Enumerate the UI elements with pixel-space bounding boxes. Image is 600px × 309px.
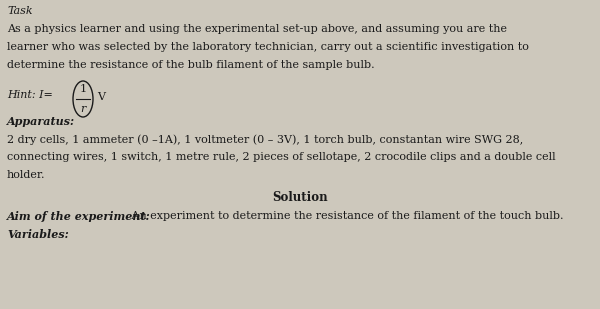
Text: Aim of the experiment: An experiment to determine the resistance of the filament: Aim of the experiment: An experiment to … — [7, 211, 572, 221]
Text: connecting wires, 1 switch, 1 metre rule, 2 pieces of sellotape, 2 crocodile cli: connecting wires, 1 switch, 1 metre rule… — [7, 152, 556, 162]
Text: 1: 1 — [79, 84, 86, 94]
Text: An experiment to determine the resistance of the filament of the touch bulb.: An experiment to determine the resistanc… — [128, 211, 563, 221]
Text: determine the resistance of the bulb filament of the sample bulb.: determine the resistance of the bulb fil… — [7, 60, 374, 70]
Text: Hint: I=: Hint: I= — [7, 90, 53, 100]
Text: Apparatus:: Apparatus: — [7, 116, 75, 127]
Text: Solution: Solution — [272, 191, 328, 204]
Text: 2 dry cells, 1 ammeter (0 –1A), 1 voltmeter (0 – 3V), 1 torch bulb, constantan w: 2 dry cells, 1 ammeter (0 –1A), 1 voltme… — [7, 134, 523, 145]
Text: Task: Task — [7, 6, 32, 16]
Text: holder.: holder. — [7, 170, 46, 180]
Text: As a physics learner and using the experimental set-up above, and assuming you a: As a physics learner and using the exper… — [7, 24, 507, 34]
Text: r: r — [80, 104, 86, 114]
Text: Variables:: Variables: — [7, 229, 69, 240]
Text: learner who was selected by the laboratory technician, carry out a scientific in: learner who was selected by the laborato… — [7, 42, 529, 52]
Text: Aim of the experiment:: Aim of the experiment: — [7, 211, 151, 222]
Text: V: V — [97, 92, 105, 102]
